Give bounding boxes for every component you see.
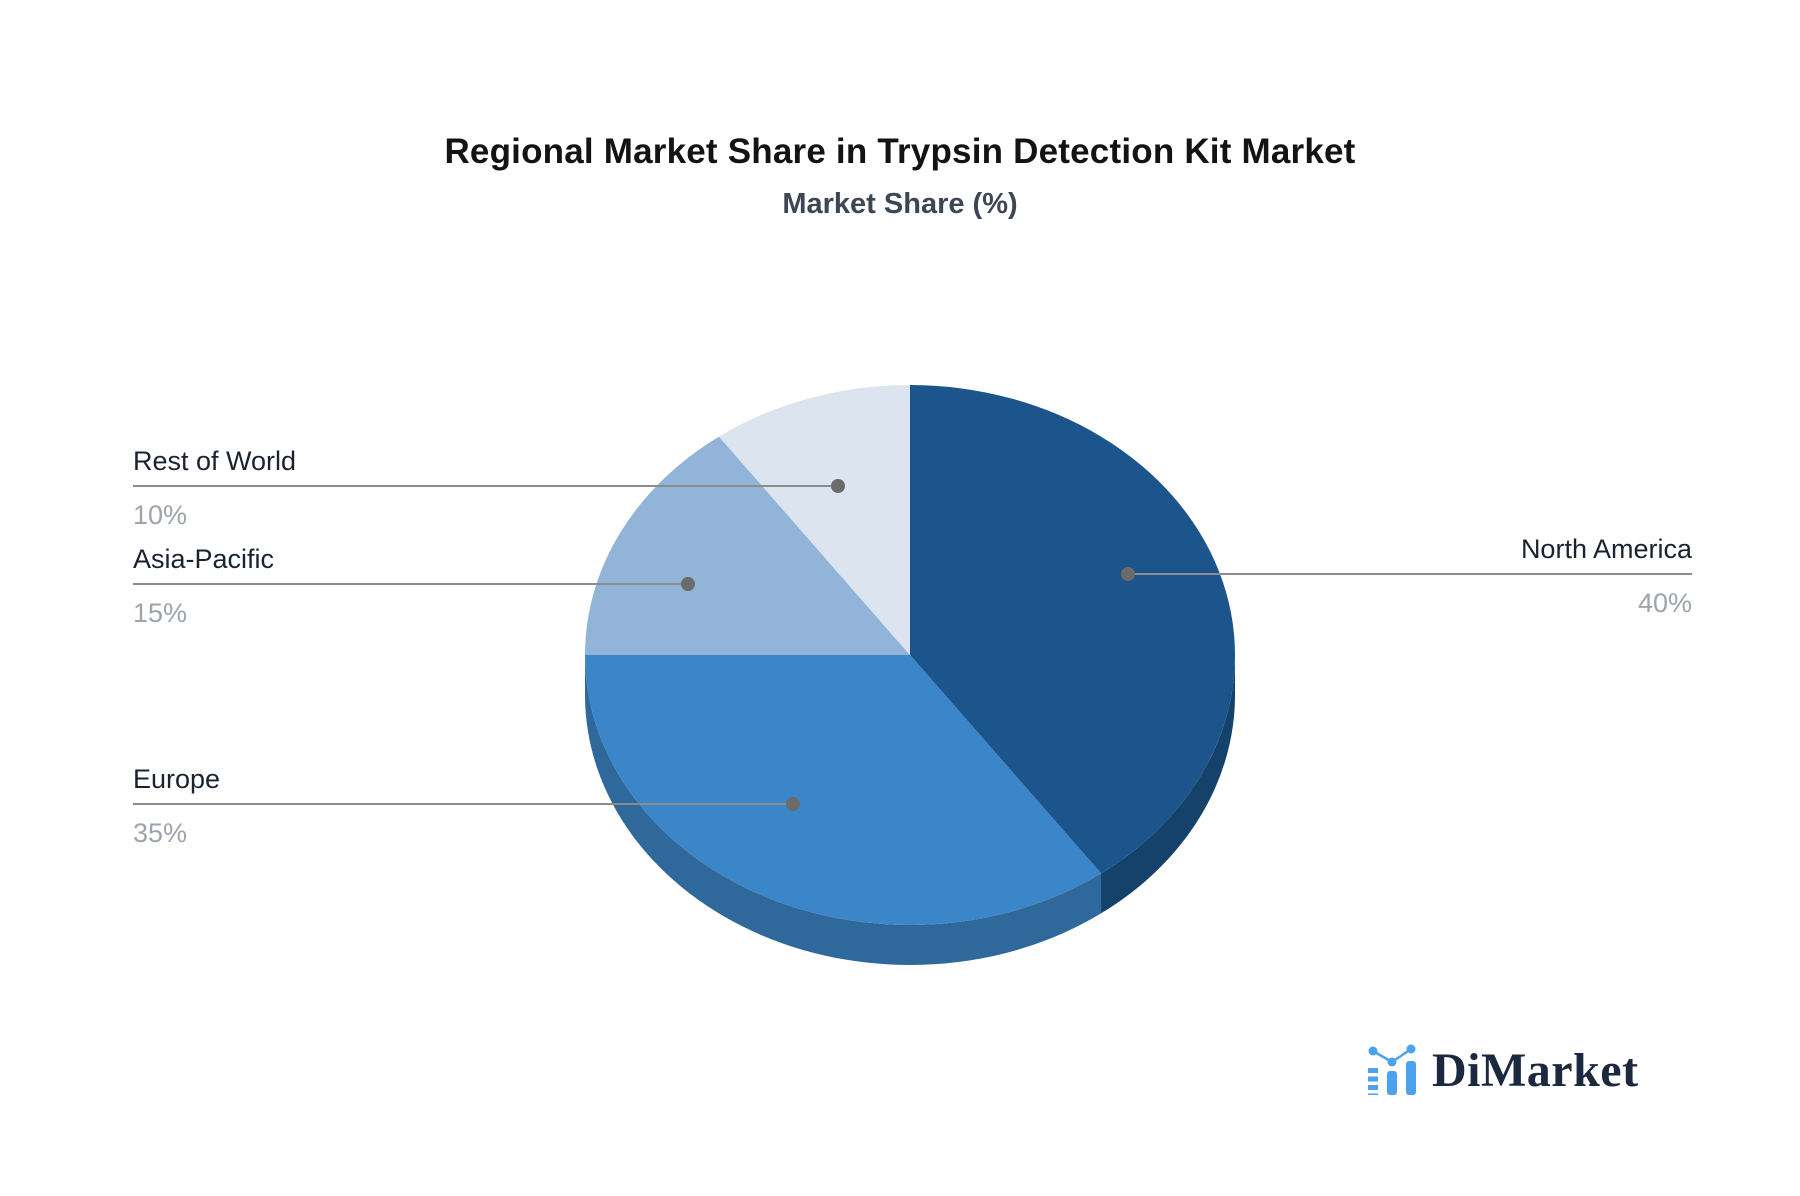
value-north-america: 40% [1638,586,1692,620]
slice-name: Rest of World [133,446,297,476]
bar-chart-trend-icon [1368,1044,1416,1095]
pie-slice-asia-pacific [585,436,910,655]
slice-value: 15% [133,598,188,628]
leader-dot-north-america [1121,567,1135,581]
slice-name: Europe [133,764,221,794]
slice-value: 35% [133,818,188,848]
slice-name: North America [1520,534,1692,564]
logo-text: DiMarket [1432,1044,1639,1097]
label-asia-pacific: Asia-Pacific [133,542,274,576]
slice-name: Asia-Pacific [133,544,275,574]
chart-title: Regional Market Share in Trypsin Detecti… [444,132,1356,171]
slice-value: 10% [133,500,188,530]
pie-slice-north-america [910,385,1235,874]
pie-slice-rest-of-world [718,385,910,655]
label-rest-of-world: Rest of World [133,444,296,478]
pie-slice-europe [585,655,1102,925]
dimarket-logo: DiMarket [1366,1042,1639,1096]
value-rest-of-world: 10% [133,498,187,532]
pie-side-north-america [1101,655,1235,914]
leader-dot-asia-pacific [681,577,695,591]
value-europe: 35% [133,816,187,850]
slice-value: 40% [1637,588,1692,618]
leader-dot-rest-of-world [831,479,845,493]
label-europe: Europe [133,762,220,796]
label-north-america: North America [1521,532,1692,566]
chart-subtitle: Market Share (%) [782,188,1018,220]
value-asia-pacific: 15% [133,596,187,630]
leader-dot-europe [786,797,800,811]
pie-side-europe [585,655,1102,965]
